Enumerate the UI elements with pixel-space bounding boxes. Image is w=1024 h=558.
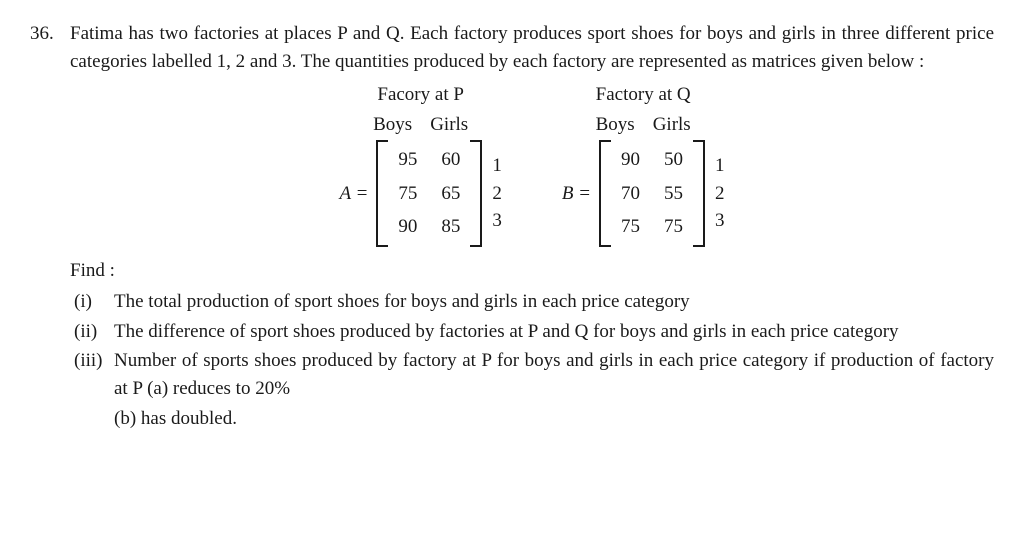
matrix-b-block: Factory at Q Boys Girls B = 90 50 70 55 [562, 81, 725, 247]
row-label: 2 [492, 180, 502, 208]
problem-intro: Fatima has two factories at places P and… [70, 20, 994, 75]
row-label: 2 [715, 180, 725, 208]
right-bracket-icon [693, 140, 705, 247]
cell: 85 [441, 213, 460, 241]
find-label: Find : [70, 257, 994, 285]
part-i-text: The total production of sport shoes for … [114, 288, 994, 316]
matrices-row: Facory at P Boys Girls A = 95 60 75 65 [70, 81, 994, 247]
part-iii: (iii) Number of sports shoes produced by… [74, 347, 994, 402]
cell: 95 [398, 146, 417, 174]
matrix-a-title: Facory at P [377, 81, 464, 109]
matrix-a-symbol: A = [339, 180, 368, 208]
part-ii-text: The difference of sport shoes produced b… [114, 318, 994, 346]
row-label: 1 [492, 152, 502, 180]
matrix-b-row-labels: 1 2 3 [709, 146, 725, 241]
problem-number: 36. [30, 20, 70, 48]
cell: 65 [441, 180, 460, 208]
matrix-a-line: A = 95 60 75 65 90 85 [339, 140, 501, 247]
part-i: (i) The total production of sport shoes … [74, 288, 994, 316]
right-bracket-icon [470, 140, 482, 247]
matrix-b-bracket: 90 50 70 55 75 75 [599, 140, 705, 247]
cell: 75 [398, 180, 417, 208]
part-i-number: (i) [74, 288, 114, 316]
matrix-b-symbol: B = [562, 180, 591, 208]
col-girls: Girls [430, 111, 468, 139]
row-label: 3 [492, 207, 502, 235]
matrix-a-row-labels: 1 2 3 [486, 146, 502, 241]
part-iii-b: (b) has doubled. [114, 405, 994, 433]
row-label: 3 [715, 207, 725, 235]
part-iii-number: (iii) [74, 347, 114, 375]
matrix-b-col-headers: Boys Girls [596, 111, 691, 139]
cell: 70 [621, 180, 640, 208]
problem-body: Fatima has two factories at places P and… [70, 20, 994, 432]
cell: 75 [664, 213, 683, 241]
part-ii: (ii) The difference of sport shoes produ… [74, 318, 994, 346]
cell: 90 [621, 146, 640, 174]
col-boys: Boys [596, 111, 635, 139]
part-iii-text: Number of sports shoes produced by facto… [114, 347, 994, 402]
matrix-a-block: Facory at P Boys Girls A = 95 60 75 65 [339, 81, 501, 247]
matrix-b-title: Factory at Q [596, 81, 691, 109]
col-boys: Boys [373, 111, 412, 139]
part-ii-number: (ii) [74, 318, 114, 346]
cell: 55 [664, 180, 683, 208]
left-bracket-icon [599, 140, 611, 247]
matrix-b-line: B = 90 50 70 55 75 75 [562, 140, 725, 247]
cell: 60 [441, 146, 460, 174]
cell: 50 [664, 146, 683, 174]
row-label: 1 [715, 152, 725, 180]
matrix-a-bracket: 95 60 75 65 90 85 [376, 140, 482, 247]
matrix-a-grid: 95 60 75 65 90 85 [388, 140, 470, 247]
problem-36: 36. Fatima has two factories at places P… [30, 20, 994, 432]
cell: 90 [398, 213, 417, 241]
cell: 75 [621, 213, 640, 241]
matrix-b-grid: 90 50 70 55 75 75 [611, 140, 693, 247]
matrix-a-col-headers: Boys Girls [373, 111, 468, 139]
col-girls: Girls [653, 111, 691, 139]
left-bracket-icon [376, 140, 388, 247]
